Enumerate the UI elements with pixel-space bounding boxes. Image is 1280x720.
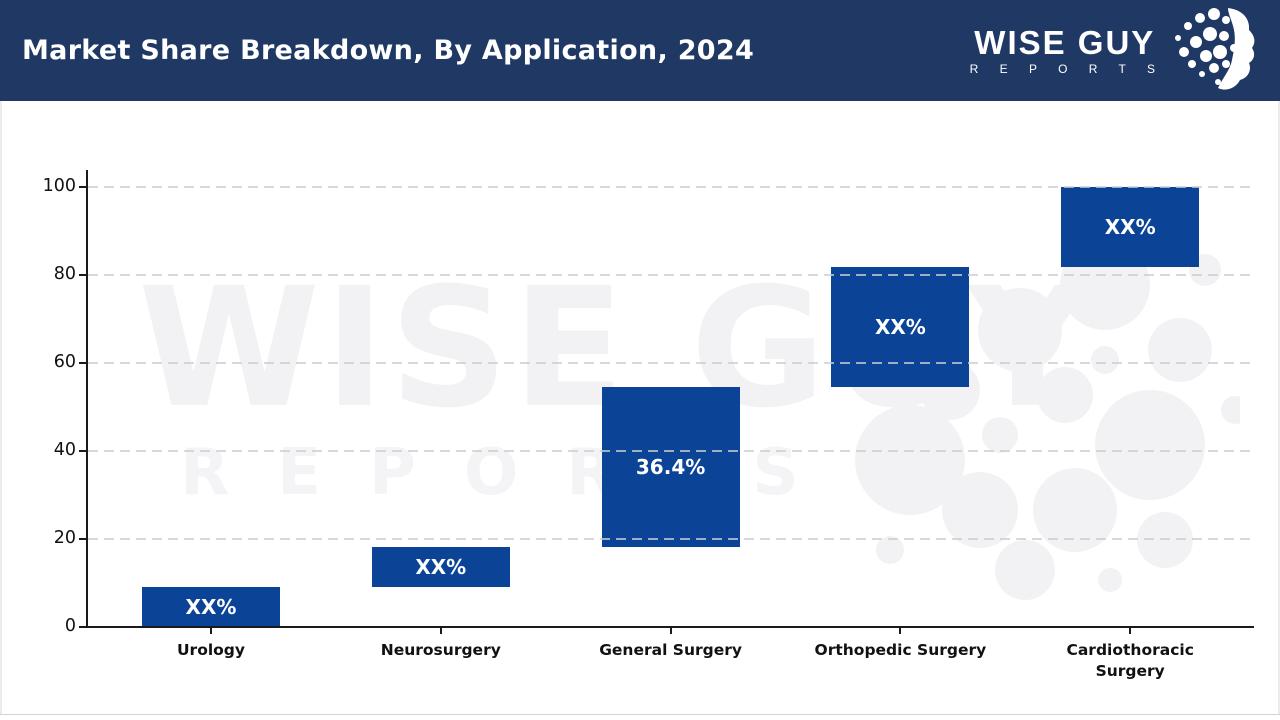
x-tick-mark (1129, 628, 1132, 634)
bar-general-surgery: 36.4% (601, 387, 740, 547)
wiseguy-logo-wordmark: WISE GUY (974, 23, 1156, 61)
y-tick-label-60: 60 (53, 352, 76, 372)
watermark-head-dots-icon (850, 210, 1249, 604)
x-tick-label-orthopedic-surgery: Orthopedic Surgery (814, 641, 987, 659)
x-tick-label-general-surgery: General Surgery (599, 641, 742, 659)
x-tick-mark (439, 628, 442, 634)
x-tick-label-neurosurgery: Neurosurgery (380, 641, 501, 659)
bar-orthopedic-surgery: XX% (831, 267, 970, 388)
right-edge-border (1278, 101, 1280, 715)
x-tick-label-urology: Urology (176, 641, 246, 659)
bar-value-label: XX% (1104, 215, 1156, 240)
gridline-60 (88, 362, 1253, 364)
bar-value-label: XX% (415, 554, 467, 579)
x-axis-line (86, 626, 1254, 628)
y-tick-mark-0 (79, 626, 86, 628)
wiseguy-head-dots-icon (1166, 4, 1262, 98)
gridline-20 (88, 538, 1253, 540)
y-axis-line (86, 170, 88, 628)
bar-neurosurgery: XX% (371, 546, 510, 587)
y-tick-mark-20 (79, 538, 86, 540)
gridline-100 (88, 186, 1253, 188)
header-banner: Market Share Breakdown, By Application, … (0, 0, 1280, 101)
y-tick-mark-60 (79, 362, 86, 364)
bar-value-label: XX% (874, 315, 926, 340)
bar-cardiothoracic-surgery: XX% (1061, 187, 1200, 268)
bar-urology: XX% (142, 586, 280, 627)
y-tick-label-100: 100 (42, 176, 76, 196)
x-tick-mark (210, 628, 212, 634)
gridline-80 (88, 274, 1253, 276)
y-tick-label-40: 40 (53, 440, 76, 460)
wiseguy-logo-text: WISE GUY R E P O R T S (966, 26, 1164, 76)
y-tick-label-0: 0 (64, 616, 76, 636)
bottom-divider (0, 714, 1280, 715)
y-tick-label-80: 80 (53, 264, 76, 284)
x-tick-label-cardiothoracic-surgery: Cardiothoracic Surgery (1066, 641, 1194, 680)
y-tick-label-20: 20 (53, 528, 76, 548)
left-edge-border (0, 101, 2, 715)
wiseguy-logo: WISE GUY R E P O R T S (966, 4, 1262, 98)
page-title: Market Share Breakdown, By Application, … (22, 35, 755, 66)
x-tick-mark (899, 628, 902, 634)
wiseguy-logo-subtext: R E P O R T S (969, 61, 1164, 76)
watermark-subtext: REPORTS (180, 436, 847, 510)
y-tick-mark-80 (79, 274, 86, 276)
bar-value-label: XX% (185, 594, 237, 619)
bar-value-label: 36.4% (635, 455, 706, 480)
y-tick-mark-100 (79, 186, 86, 188)
x-tick-mark (669, 628, 672, 634)
gridline-40 (88, 450, 1253, 452)
y-tick-mark-40 (79, 450, 86, 452)
